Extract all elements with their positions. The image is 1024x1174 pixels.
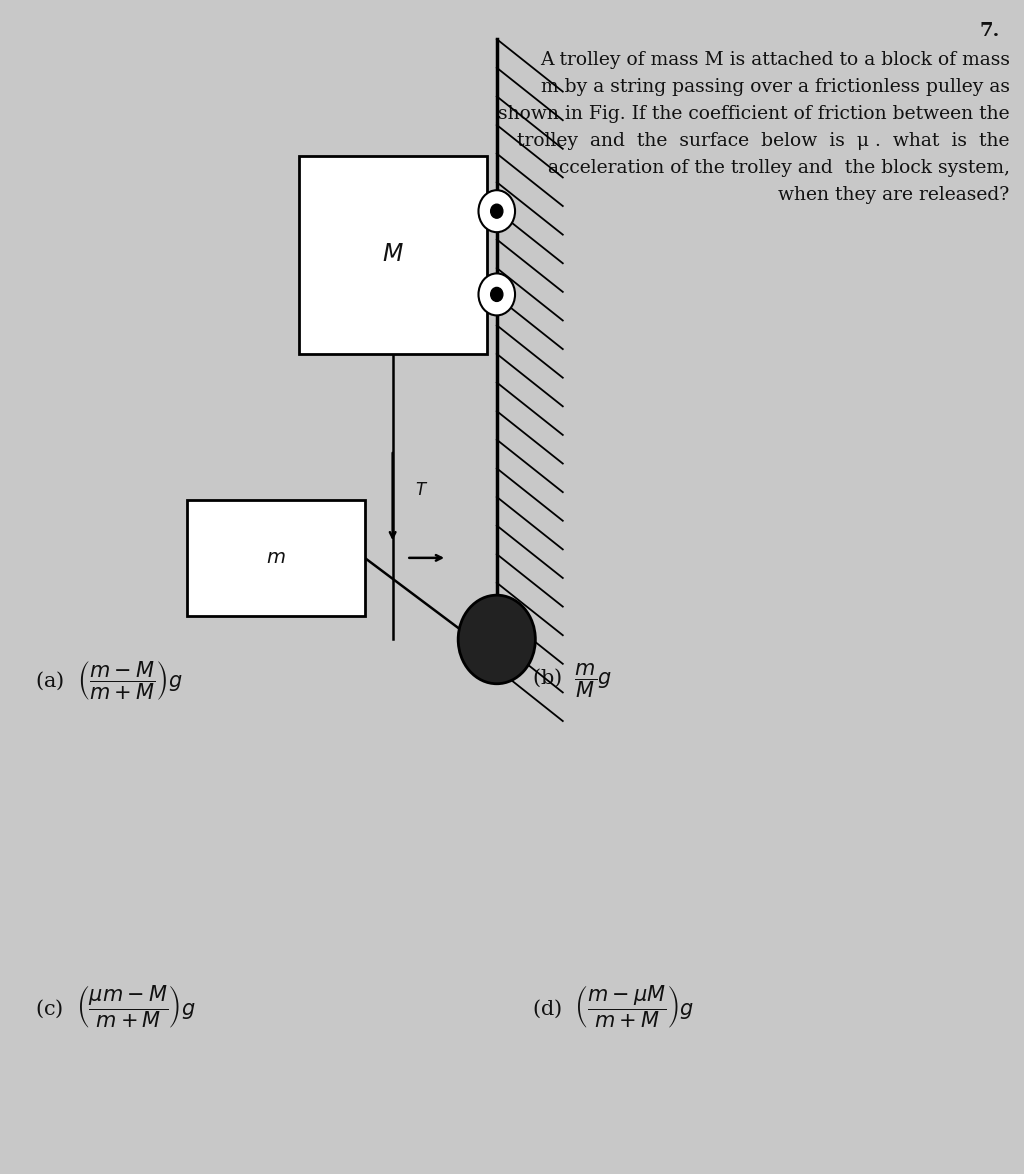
Bar [299,156,486,353]
Bar [187,500,365,616]
Text: A trolley of mass M is attached to a block of mass
m by a string passing over a : A trolley of mass M is attached to a blo… [498,50,1010,204]
Text: (c)  $\left(\dfrac{\mu m-M}{m+M}\right)g$: (c) $\left(\dfrac{\mu m-M}{m+M}\right)g$ [35,983,196,1030]
Circle shape [478,274,515,316]
Text: $m$: $m$ [266,549,286,567]
Circle shape [458,595,536,683]
Text: (a)  $\left(\dfrac{m-M}{m+M}\right)g$: (a) $\left(\dfrac{m-M}{m+M}\right)g$ [35,659,182,702]
Text: $T$: $T$ [415,483,428,499]
Circle shape [478,190,515,232]
Text: 7.: 7. [979,21,999,40]
Text: (d)  $\left(\dfrac{m-\mu M}{m+M}\right)g$: (d) $\left(\dfrac{m-\mu M}{m+M}\right)g$ [532,983,694,1030]
Circle shape [490,204,503,218]
Text: $M$: $M$ [382,243,403,266]
Text: $T$: $T$ [280,602,293,619]
Text: (b)  $\dfrac{m}{M}g$: (b) $\dfrac{m}{M}g$ [532,661,612,700]
Circle shape [490,288,503,302]
